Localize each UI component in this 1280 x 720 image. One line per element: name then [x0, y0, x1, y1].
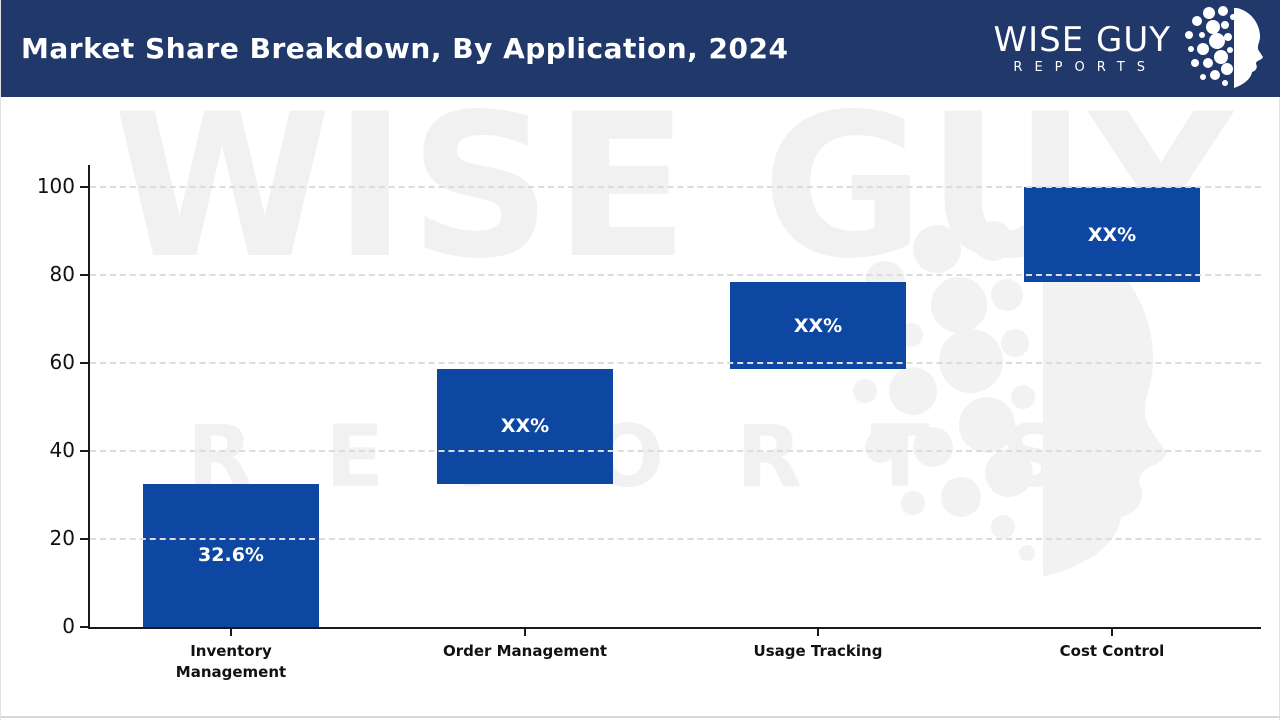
y-tick-mark	[80, 450, 88, 452]
x-category-label: Cost Control	[1059, 642, 1165, 660]
y-tick-label: 0	[62, 614, 75, 638]
bar: 32.6%	[143, 483, 319, 627]
gridline	[90, 362, 1261, 364]
x-category-label: Order Management	[442, 642, 608, 660]
y-tick-mark	[80, 362, 88, 364]
logo-text: WISE GUY REPORTS	[993, 22, 1171, 75]
bar-value-label: XX%	[793, 314, 843, 337]
x-tick-mark	[817, 629, 819, 636]
gridline	[90, 274, 1261, 276]
y-tick-mark	[80, 186, 88, 188]
y-tick-label: 20	[49, 526, 75, 550]
x-category-label: Usage Tracking	[753, 642, 883, 660]
x-tick-mark	[524, 629, 526, 636]
gridline	[90, 450, 1261, 452]
y-tick-label: 60	[49, 350, 75, 374]
logo-wordmark: WISE GUY	[993, 20, 1171, 60]
y-tick-mark	[80, 538, 88, 540]
gridline	[90, 538, 1261, 540]
y-tick-label: 80	[49, 262, 75, 286]
logo-head-icon	[1185, 5, 1263, 88]
y-tick-mark	[80, 274, 88, 276]
watermark-head-icon	[833, 221, 1167, 577]
y-axis-line	[88, 165, 90, 629]
gridline	[90, 186, 1261, 188]
y-tick-mark	[80, 626, 88, 628]
y-tick-label: 100	[36, 174, 75, 198]
page-title: Market Share Breakdown, By Application, …	[21, 32, 789, 65]
brand-logo: WISE GUY REPORTS	[993, 0, 1267, 97]
x-tick-mark	[230, 629, 232, 636]
header: Market Share Breakdown, By Application, …	[1, 0, 1280, 97]
bar-value-label: XX%	[1087, 223, 1137, 246]
bar-value-label: 32.6%	[198, 544, 264, 567]
bar: XX%	[437, 369, 613, 484]
bar: XX%	[1024, 187, 1200, 283]
bar: XX%	[730, 282, 906, 370]
x-tick-mark	[1111, 629, 1113, 636]
x-axis-line	[88, 627, 1261, 629]
bottom-divider	[1, 716, 1280, 718]
logo-subtitle: REPORTS	[1013, 60, 1158, 75]
x-category-label: Inventory Management	[175, 642, 287, 681]
waterfall-chart: WISE GUY REPORTS 0 20 40 60 80 100 32.6% XX% XX%…	[1, 71, 1280, 717]
bar-value-label: XX%	[500, 415, 550, 438]
y-tick-label: 40	[49, 438, 75, 462]
